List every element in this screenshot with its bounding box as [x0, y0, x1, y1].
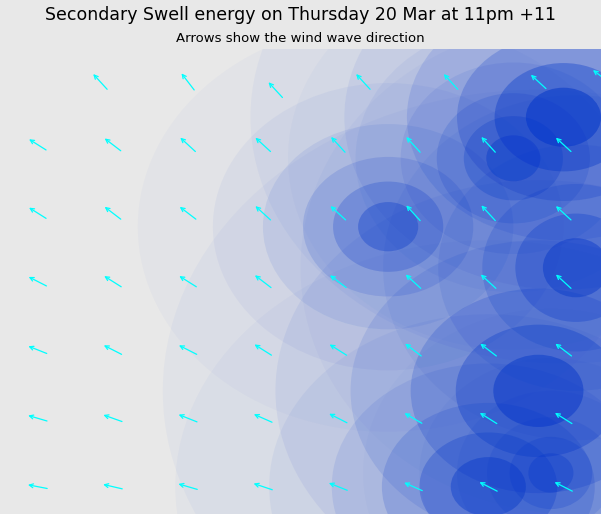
Ellipse shape [495, 63, 601, 171]
Ellipse shape [528, 453, 573, 492]
Text: Arrows show the wind wave direction: Arrows show the wind wave direction [176, 31, 425, 45]
Ellipse shape [487, 417, 601, 514]
Ellipse shape [401, 63, 601, 254]
Ellipse shape [410, 288, 601, 493]
Ellipse shape [516, 213, 601, 322]
Ellipse shape [457, 391, 601, 514]
Ellipse shape [275, 180, 601, 514]
Ellipse shape [350, 241, 601, 514]
Ellipse shape [332, 363, 601, 514]
Ellipse shape [493, 355, 584, 427]
Ellipse shape [456, 325, 601, 457]
Ellipse shape [483, 184, 601, 352]
Ellipse shape [464, 116, 563, 200]
Ellipse shape [263, 124, 513, 329]
Text: Secondary Swell energy on Thursday 20 Mar at 11pm +11: Secondary Swell energy on Thursday 20 Ma… [45, 6, 556, 24]
Ellipse shape [457, 33, 601, 201]
Ellipse shape [303, 157, 473, 297]
Ellipse shape [437, 93, 590, 224]
Ellipse shape [438, 144, 601, 391]
Ellipse shape [419, 432, 557, 514]
Ellipse shape [486, 135, 540, 181]
Ellipse shape [451, 457, 526, 514]
Ellipse shape [358, 202, 418, 251]
Ellipse shape [407, 0, 601, 241]
Ellipse shape [526, 88, 601, 147]
Ellipse shape [344, 0, 601, 289]
Ellipse shape [269, 314, 601, 514]
Ellipse shape [333, 181, 443, 272]
Ellipse shape [383, 96, 601, 440]
Ellipse shape [510, 437, 592, 509]
Ellipse shape [382, 403, 595, 514]
Ellipse shape [543, 238, 601, 297]
